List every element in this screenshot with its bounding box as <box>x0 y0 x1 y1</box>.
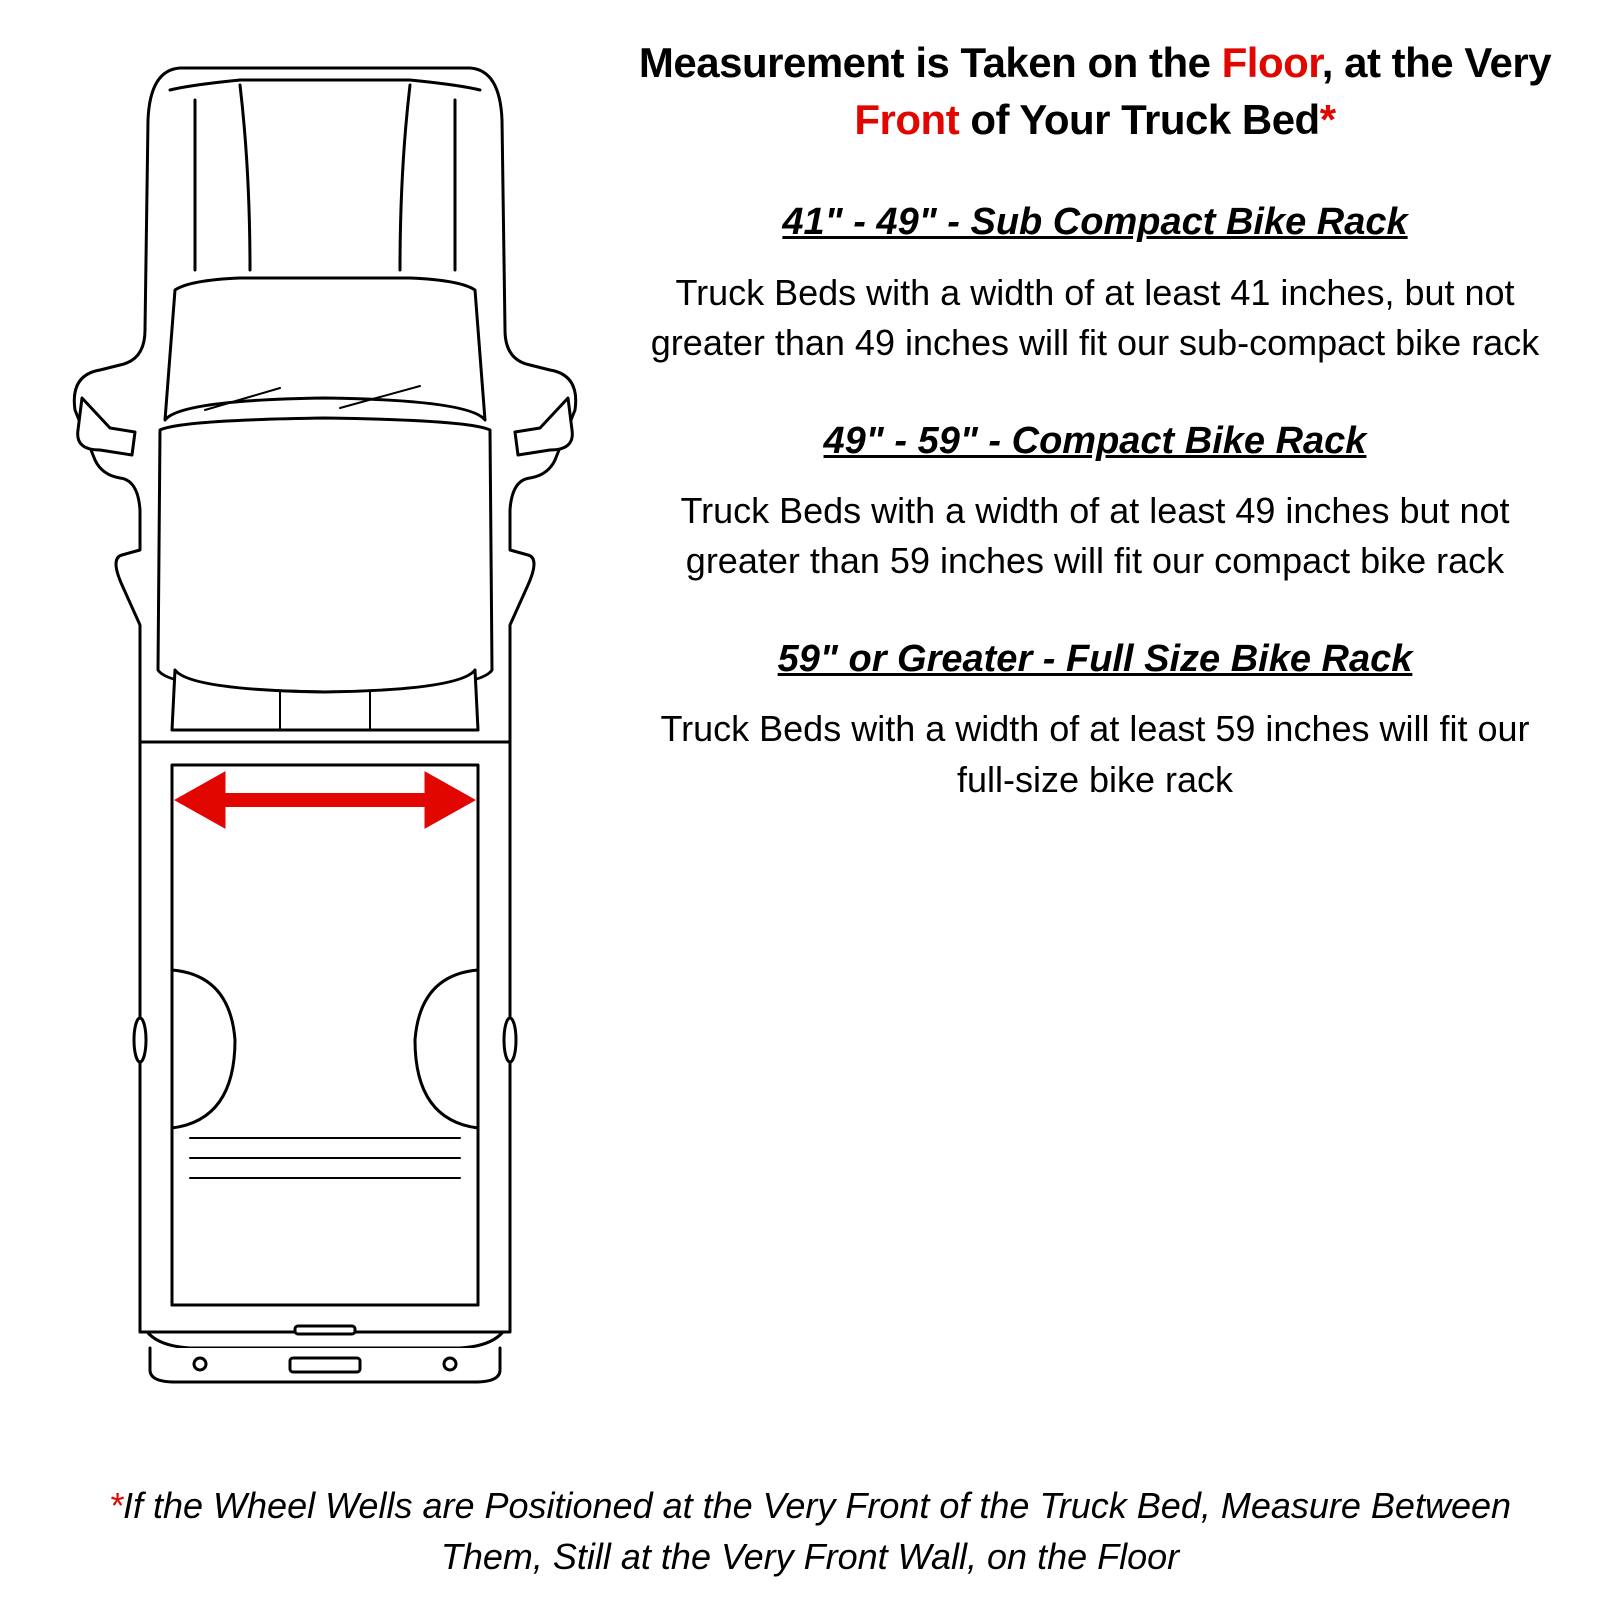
heading-compact: 49" - 59" - Compact Bike Rack <box>610 417 1580 466</box>
body-compact: Truck Beds with a width of at least 49 i… <box>610 486 1580 587</box>
truck-diagram <box>40 30 610 1400</box>
top-row: Measurement is Taken on the Floor, at th… <box>40 30 1580 1400</box>
title-part1: Measurement is Taken on the <box>639 39 1222 86</box>
footnote-text: If the Wheel Wells are Positioned at the… <box>123 1485 1511 1576</box>
heading-full-size: 59" or Greater - Full Size Bike Rack <box>610 635 1580 684</box>
section-compact: 49" - 59" - Compact Bike Rack Truck Beds… <box>610 417 1580 587</box>
section-sub-compact: 41" - 49" - Sub Compact Bike Rack Truck … <box>610 198 1580 368</box>
footnote-asterisk: * <box>109 1485 123 1526</box>
title-asterisk: * <box>1320 96 1336 143</box>
title-part2: , at the Very <box>1322 39 1551 86</box>
title-highlight-floor: Floor <box>1222 39 1322 86</box>
truck-svg <box>40 30 610 1400</box>
page: Measurement is Taken on the Floor, at th… <box>0 0 1620 1620</box>
footnote: *If the Wheel Wells are Positioned at th… <box>0 1481 1620 1582</box>
body-full-size: Truck Beds with a width of at least 59 i… <box>610 704 1580 805</box>
title-part3: of Your Truck Bed <box>959 96 1320 143</box>
title-highlight-front: Front <box>854 96 959 143</box>
section-full-size: 59" or Greater - Full Size Bike Rack Tru… <box>610 635 1580 805</box>
main-title: Measurement is Taken on the Floor, at th… <box>610 35 1580 148</box>
heading-sub-compact: 41" - 49" - Sub Compact Bike Rack <box>610 198 1580 247</box>
body-sub-compact: Truck Beds with a width of at least 41 i… <box>610 268 1580 369</box>
text-column: Measurement is Taken on the Floor, at th… <box>610 30 1580 853</box>
